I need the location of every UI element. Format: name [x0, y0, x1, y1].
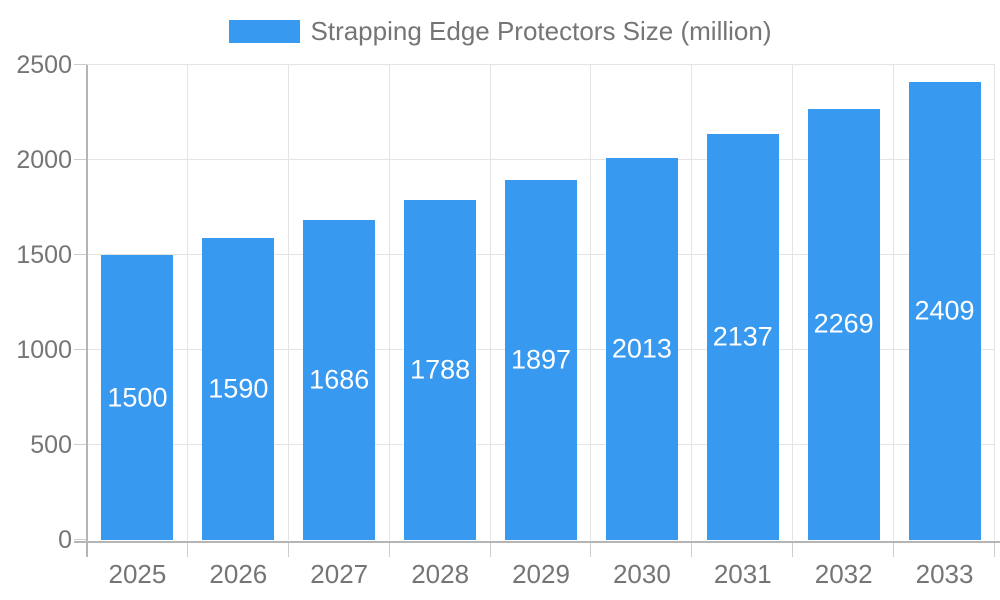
gridline-vertical — [792, 65, 794, 540]
chart-legend[interactable]: Strapping Edge Protectors Size (million) — [0, 17, 1000, 45]
y-tick-label: 1000 — [16, 336, 72, 364]
y-tick-label: 500 — [30, 431, 72, 459]
x-axis-tick — [489, 542, 491, 557]
x-axis-tick — [287, 542, 289, 557]
bar[interactable]: 2409 — [908, 82, 981, 540]
x-axis-tick — [691, 542, 693, 557]
gridline-horizontal — [87, 159, 995, 160]
gridline-vertical — [287, 65, 289, 540]
bar-value-label: 1500 — [107, 382, 168, 412]
bar[interactable]: 1590 — [202, 237, 275, 540]
gridline-vertical — [186, 65, 188, 540]
bar-value-label: 2137 — [712, 321, 773, 352]
x-tick-label: 2029 — [512, 559, 570, 589]
legend-label: Strapping Edge Protectors Size (million) — [310, 16, 772, 46]
y-axis-tick — [74, 539, 87, 540]
bar[interactable]: 1686 — [303, 219, 376, 540]
bar-value-label: 2409 — [914, 295, 975, 326]
bar-value-label: 2269 — [813, 308, 874, 339]
bar-value-label: 2013 — [611, 333, 672, 364]
x-tick-label: 2030 — [612, 559, 671, 589]
gridline-horizontal — [87, 64, 995, 65]
y-tick-label: 1500 — [16, 241, 72, 269]
x-tick-label: 2033 — [915, 559, 974, 589]
y-axis-tick — [74, 159, 87, 160]
bar-value-label: 1686 — [309, 364, 370, 395]
x-axis-tick — [388, 542, 390, 557]
y-axis-tick — [74, 254, 87, 255]
y-axis-tick — [74, 444, 87, 445]
x-tick-label: 2027 — [310, 559, 369, 589]
y-tick-label: 2000 — [16, 146, 72, 174]
bar-value-label: 1788 — [410, 354, 471, 385]
x-axis-tick — [994, 542, 995, 557]
x-axis-tick — [893, 542, 895, 557]
bar-value-label: 1590 — [208, 373, 269, 404]
bar[interactable]: 2013 — [605, 157, 678, 540]
gridline-vertical — [994, 65, 995, 540]
y-axis-line — [86, 65, 88, 557]
y-tick-label: 2500 — [16, 51, 72, 79]
gridline-vertical — [590, 65, 592, 540]
x-tick-label: 2028 — [411, 559, 470, 589]
bar[interactable]: 2137 — [706, 133, 779, 540]
gridline-vertical — [893, 65, 895, 540]
x-axis-tick — [792, 542, 794, 557]
gridline-vertical — [691, 65, 693, 540]
bar[interactable]: 1500 — [101, 255, 174, 540]
x-axis-tick — [590, 542, 592, 557]
y-axis-tick — [74, 349, 87, 350]
bar[interactable]: 1897 — [505, 179, 577, 540]
y-axis-tick — [74, 64, 87, 65]
x-tick-label: 2031 — [713, 559, 772, 589]
legend-swatch-icon — [228, 19, 300, 43]
bar[interactable]: 1788 — [404, 200, 477, 540]
x-tick-label: 2025 — [108, 559, 167, 589]
y-tick-label: 0 — [58, 526, 72, 554]
x-tick-label: 2026 — [209, 559, 268, 589]
x-tick-label: 2032 — [814, 559, 873, 589]
x-axis-tick — [186, 542, 188, 557]
bar-value-label: 1897 — [510, 344, 572, 375]
gridline-vertical — [388, 65, 390, 540]
bar[interactable]: 2269 — [807, 108, 880, 540]
gridline-vertical — [489, 65, 491, 540]
x-axis-line — [74, 541, 1000, 543]
